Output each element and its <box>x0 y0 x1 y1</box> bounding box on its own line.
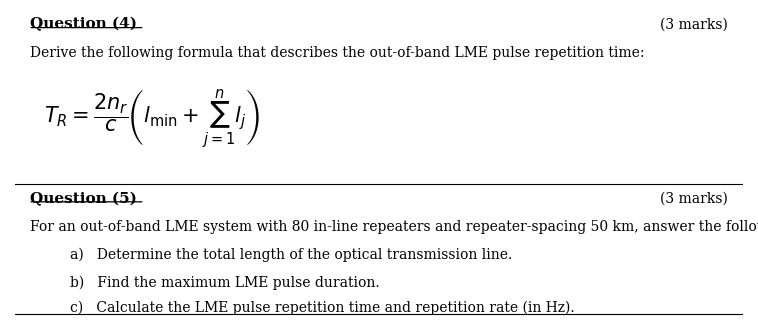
Text: Question (4): Question (4) <box>30 17 136 32</box>
Text: For an out-of-band LME system with 80 in-line repeaters and repeater-spacing 50 : For an out-of-band LME system with 80 in… <box>30 220 758 234</box>
Text: c)   Calculate the LME pulse repetition time and repetition rate (in Hz).: c) Calculate the LME pulse repetition ti… <box>70 300 575 315</box>
Text: Derive the following formula that describes the out-of-band LME pulse repetition: Derive the following formula that descri… <box>30 46 644 60</box>
Text: Question (5): Question (5) <box>30 191 136 206</box>
Text: $T_R = \dfrac{2n_r}{c}\left(l_{\mathrm{min}} + \sum_{j=1}^{n} l_j\right)$: $T_R = \dfrac{2n_r}{c}\left(l_{\mathrm{m… <box>44 87 260 150</box>
Text: (3 marks): (3 marks) <box>660 191 728 205</box>
Text: a)   Determine the total length of the optical transmission line.: a) Determine the total length of the opt… <box>70 248 512 262</box>
Text: (3 marks): (3 marks) <box>660 17 728 31</box>
Text: b)   Find the maximum LME pulse duration.: b) Find the maximum LME pulse duration. <box>70 275 379 290</box>
